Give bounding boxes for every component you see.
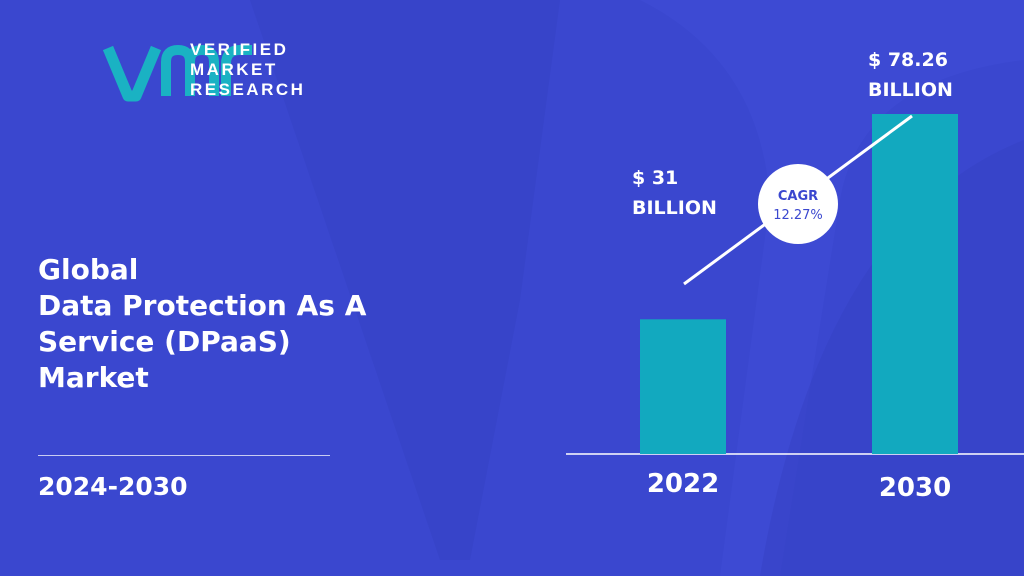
vmr-logo-icon: [102, 44, 252, 102]
brand-line-3: RESEARCH: [190, 80, 306, 99]
title-divider: [38, 455, 330, 456]
value-label-2022-unit: BILLION: [632, 197, 717, 219]
brand-line-2: MARKET: [190, 60, 278, 79]
cagr-badge: [758, 164, 838, 244]
title-line-4: Market: [38, 361, 149, 394]
x-tick-2030: 2030: [879, 473, 951, 503]
report-title: Global Data Protection As A Service (DPa…: [38, 252, 468, 396]
brand-wordmark: VERIFIED MARKET RESEARCH: [190, 40, 305, 100]
cagr-value: 12.27%: [773, 208, 823, 223]
forecast-period: 2024-2030: [38, 472, 188, 501]
title-line-3: Service (DPaaS): [38, 325, 291, 358]
x-tick-2022: 2022: [647, 469, 719, 499]
title-line-1: Global: [38, 253, 139, 286]
bar-2030: [872, 114, 958, 454]
market-size-bar-chart: CAGR 12.27% $ 31 BILLION $ 78.26 BILLION…: [566, 49, 1024, 503]
title-line-2: Data Protection As A: [38, 289, 367, 322]
value-label-2030-unit: BILLION: [868, 79, 953, 101]
value-label-2030-amount: $ 78.26: [868, 49, 948, 71]
brand-line-1: VERIFIED: [190, 40, 289, 59]
bar-2022: [640, 319, 726, 454]
value-label-2022-amount: $ 31: [632, 167, 678, 189]
cagr-label: CAGR: [778, 189, 818, 204]
